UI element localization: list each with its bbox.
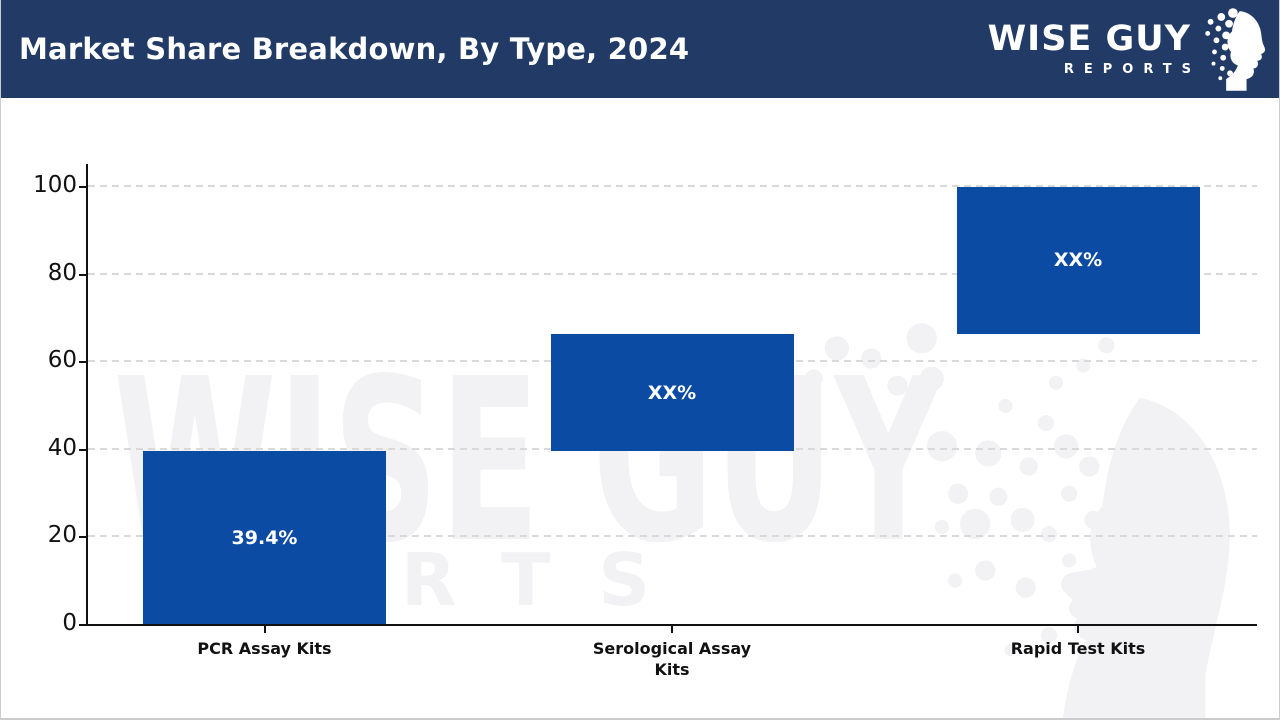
x-tick-mark bbox=[671, 626, 673, 633]
y-tick-label: 100 bbox=[33, 172, 77, 198]
header-bar: Market Share Breakdown, By Type, 2024 WI… bbox=[1, 0, 1279, 98]
x-tick-mark bbox=[1077, 626, 1079, 633]
page-title: Market Share Breakdown, By Type, 2024 bbox=[19, 32, 690, 66]
x-category-label: Rapid Test Kits bbox=[1010, 639, 1146, 658]
x-tick-mark bbox=[263, 626, 266, 633]
bar-segment: XX% bbox=[956, 186, 1200, 335]
y-tick-mark bbox=[79, 624, 87, 626]
y-tick-label: 20 bbox=[47, 522, 77, 549]
x-category-label: PCR Assay Kits bbox=[197, 639, 332, 658]
gridline bbox=[88, 272, 1257, 275]
y-tick-label: 0 bbox=[62, 610, 77, 636]
brand-tagline: REPORTS bbox=[1063, 62, 1201, 77]
y-axis-line bbox=[86, 164, 88, 626]
bar-value-label: 39.4% bbox=[231, 526, 298, 549]
bar-segment: 39.4% bbox=[143, 451, 386, 624]
bar-value-label: XX% bbox=[647, 381, 697, 404]
x-axis-line bbox=[86, 624, 1257, 626]
y-tick-mark bbox=[79, 536, 87, 539]
brand-text: WISE GUY REPORTS bbox=[987, 19, 1191, 77]
y-tick-label: 80 bbox=[47, 259, 77, 286]
brand-name: WISE GUY bbox=[987, 19, 1191, 59]
watermark-head-icon bbox=[753, 206, 1258, 718]
plot-area: 39.4% XX% XX% bbox=[88, 185, 1257, 624]
gridline bbox=[88, 185, 1257, 187]
y-tick-mark bbox=[79, 186, 87, 188]
y-tick-mark bbox=[79, 273, 87, 276]
y-tick-label: 40 bbox=[47, 434, 77, 461]
gridline bbox=[88, 535, 1257, 538]
y-tick-mark bbox=[79, 448, 87, 451]
bar-value-label: XX% bbox=[1053, 249, 1103, 272]
y-tick-mark bbox=[79, 361, 87, 364]
bar-segment: XX% bbox=[550, 334, 794, 452]
x-category-label: Serological Assay Kits bbox=[592, 639, 752, 679]
wiseguy-head-icon bbox=[1197, 7, 1265, 91]
y-tick-label: 60 bbox=[47, 347, 77, 374]
brand-logo: WISE GUY REPORTS bbox=[988, 7, 1265, 91]
